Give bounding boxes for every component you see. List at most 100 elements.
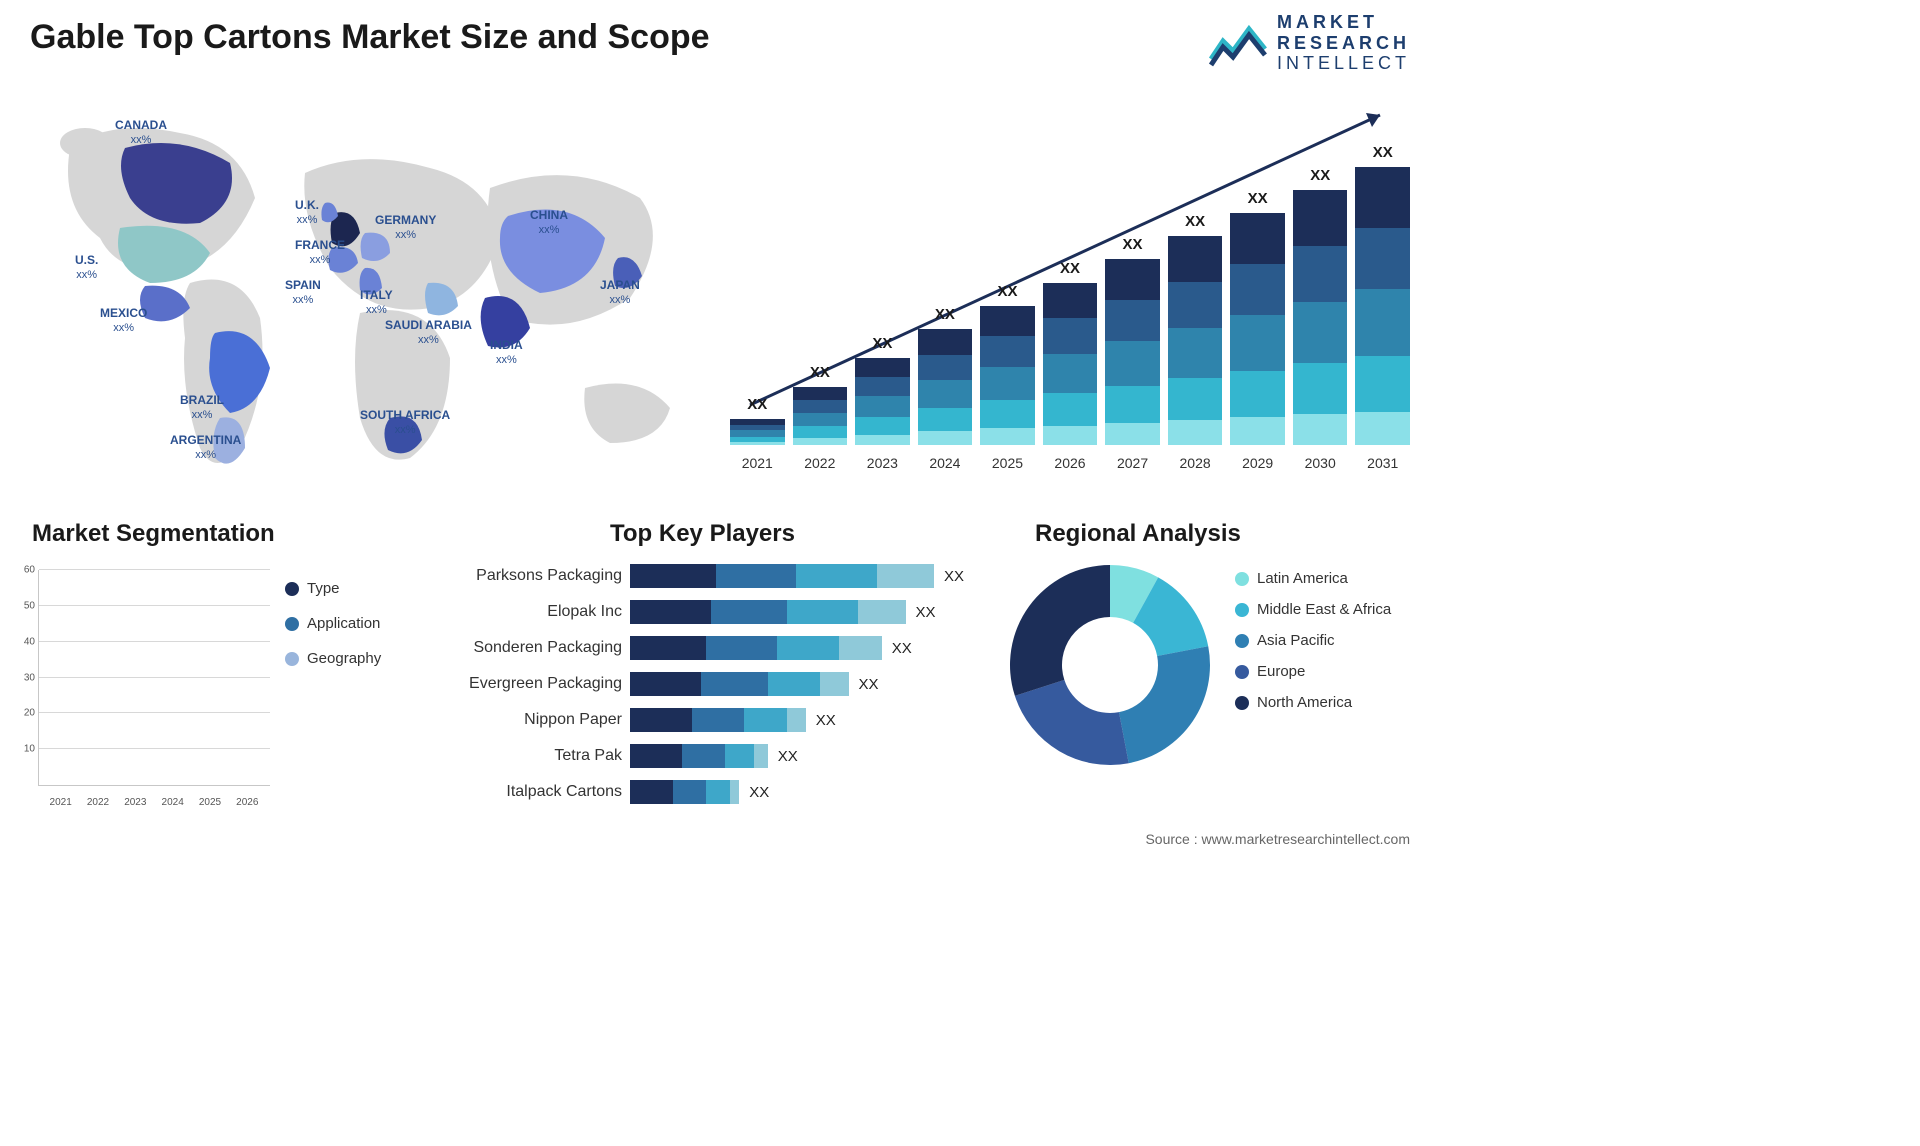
logo-text: MARKET RESEARCH INTELLECT bbox=[1277, 12, 1410, 74]
donut-slice bbox=[1015, 680, 1129, 765]
legend-label: Latin America bbox=[1257, 570, 1348, 587]
growth-year-label: 2025 bbox=[980, 455, 1035, 471]
regional-legend: Latin America Middle East & Africa Asia Pa… bbox=[1235, 570, 1391, 711]
legend-swatch bbox=[285, 652, 299, 666]
player-bar bbox=[630, 564, 934, 588]
segmentation-title: Market Segmentation bbox=[32, 520, 275, 548]
growth-bar: XX bbox=[1105, 236, 1160, 445]
legend-label: Europe bbox=[1257, 663, 1305, 680]
segmentation-legend: Type Application Geography bbox=[285, 580, 381, 667]
segmentation-year-label: 2026 bbox=[233, 797, 262, 808]
map-label: SPAINxx% bbox=[285, 278, 321, 308]
logo-icon bbox=[1209, 19, 1267, 67]
player-bar bbox=[630, 708, 806, 732]
growth-bar: XX bbox=[1043, 260, 1098, 445]
legend-swatch bbox=[1235, 603, 1249, 617]
growth-year-label: 2021 bbox=[730, 455, 785, 471]
regional-donut bbox=[1000, 555, 1220, 775]
legend-item: Latin America bbox=[1235, 570, 1391, 587]
legend-item: Asia Pacific bbox=[1235, 632, 1391, 649]
donut-slice bbox=[1010, 565, 1110, 696]
regional-title: Regional Analysis bbox=[1035, 520, 1241, 548]
legend-swatch bbox=[1235, 665, 1249, 679]
growth-bar: XX bbox=[918, 306, 973, 445]
key-players-chart: Parksons Packaging XX Elopak Inc XX Sonderen… bbox=[450, 560, 970, 820]
source-attribution: Source : www.marketresearchintellect.com bbox=[1145, 831, 1410, 847]
player-value: XX bbox=[778, 748, 798, 765]
legend-item: Middle East & Africa bbox=[1235, 601, 1391, 618]
player-name: Evergreen Packaging bbox=[450, 675, 630, 693]
growth-bar: XX bbox=[1168, 213, 1223, 445]
legend-swatch bbox=[285, 582, 299, 596]
player-bar bbox=[630, 636, 882, 660]
map-label: MEXICOxx% bbox=[100, 306, 147, 336]
legend-label: Middle East & Africa bbox=[1257, 601, 1391, 618]
growth-year-label: 2028 bbox=[1168, 455, 1223, 471]
player-bar bbox=[630, 600, 906, 624]
player-bar bbox=[630, 672, 849, 696]
growth-bar-chart: XXXXXXXXXXXXXXXXXXXXXX 20212022202320242… bbox=[730, 95, 1410, 475]
legend-swatch bbox=[1235, 572, 1249, 586]
map-label: JAPANxx% bbox=[600, 278, 640, 308]
map-label: FRANCExx% bbox=[295, 238, 345, 268]
player-value: XX bbox=[944, 568, 964, 585]
legend-item: Europe bbox=[1235, 663, 1391, 680]
legend-item: Type bbox=[285, 580, 381, 597]
map-label: SOUTH AFRICAxx% bbox=[360, 408, 450, 438]
growth-bar: XX bbox=[980, 283, 1035, 445]
player-value: XX bbox=[916, 604, 936, 621]
map-label: BRAZILxx% bbox=[180, 393, 224, 423]
legend-label: Asia Pacific bbox=[1257, 632, 1335, 649]
growth-year-label: 2030 bbox=[1293, 455, 1348, 471]
legend-label: Geography bbox=[307, 650, 381, 667]
growth-year-label: 2024 bbox=[918, 455, 973, 471]
legend-item: Geography bbox=[285, 650, 381, 667]
segmentation-year-label: 2021 bbox=[46, 797, 75, 808]
growth-year-label: 2029 bbox=[1230, 455, 1285, 471]
player-name: Elopak Inc bbox=[450, 603, 630, 621]
growth-bar: XX bbox=[1355, 144, 1410, 445]
map-label: ITALYxx% bbox=[360, 288, 393, 318]
growth-bar: XX bbox=[1293, 167, 1348, 445]
player-row: Nippon PaperXX bbox=[450, 704, 970, 736]
legend-swatch bbox=[1235, 634, 1249, 648]
player-name: Parksons Packaging bbox=[450, 567, 630, 585]
legend-swatch bbox=[1235, 696, 1249, 710]
player-name: Tetra Pak bbox=[450, 747, 630, 765]
segmentation-chart: 102030405060 202120222023202420252026 bbox=[10, 560, 270, 810]
page-title: Gable Top Cartons Market Size and Scope bbox=[30, 18, 710, 57]
legend-label: North America bbox=[1257, 694, 1352, 711]
growth-year-label: 2026 bbox=[1043, 455, 1098, 471]
growth-year-label: 2031 bbox=[1355, 455, 1410, 471]
player-value: XX bbox=[859, 676, 879, 693]
brand-logo: MARKET RESEARCH INTELLECT bbox=[1209, 12, 1410, 74]
map-label: GERMANYxx% bbox=[375, 213, 436, 243]
segmentation-year-label: 2025 bbox=[195, 797, 224, 808]
player-row: Tetra Pak XX bbox=[450, 740, 970, 772]
player-value: XX bbox=[749, 784, 769, 801]
player-name: Italpack Cartons bbox=[450, 783, 630, 801]
map-label: INDIAxx% bbox=[490, 338, 523, 368]
segmentation-year-label: 2023 bbox=[121, 797, 150, 808]
growth-year-label: 2023 bbox=[855, 455, 910, 471]
growth-bar: XX bbox=[855, 335, 910, 445]
map-label: CHINAxx% bbox=[530, 208, 568, 238]
player-row: Evergreen Packaging XX bbox=[450, 668, 970, 700]
legend-item: North America bbox=[1235, 694, 1391, 711]
map-label: CANADAxx% bbox=[115, 118, 167, 148]
map-label: U.S.xx% bbox=[75, 253, 98, 283]
player-name: Sonderen Packaging bbox=[450, 639, 630, 657]
legend-item: Application bbox=[285, 615, 381, 632]
map-label: ARGENTINAxx% bbox=[170, 433, 241, 463]
map-label: SAUDI ARABIAxx% bbox=[385, 318, 472, 348]
player-row: Elopak Inc XX bbox=[450, 596, 970, 628]
legend-label: Application bbox=[307, 615, 380, 632]
key-players-title: Top Key Players bbox=[610, 520, 795, 548]
player-bar bbox=[630, 744, 768, 768]
growth-year-label: 2027 bbox=[1105, 455, 1160, 471]
world-map: CANADAxx% U.S.xx%MEXICOxx% BRAZILxx% ARGENT… bbox=[30, 88, 710, 488]
player-value: XX bbox=[892, 640, 912, 657]
segmentation-year-label: 2022 bbox=[83, 797, 112, 808]
legend-label: Type bbox=[307, 580, 340, 597]
player-value: XX bbox=[816, 712, 836, 729]
